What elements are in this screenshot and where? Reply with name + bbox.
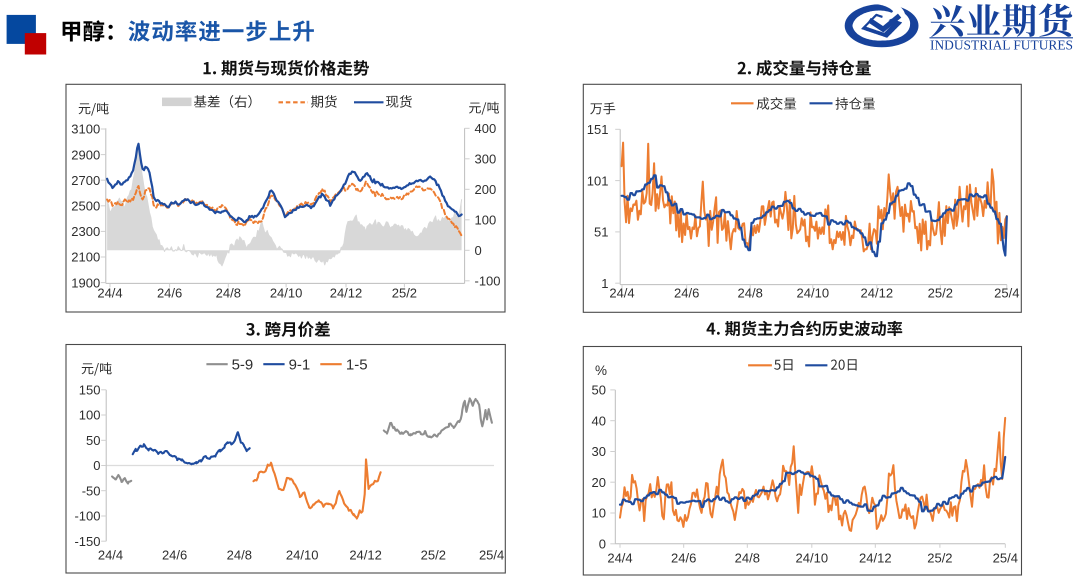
svg-text:151: 151 <box>587 122 609 137</box>
svg-text:24/6: 24/6 <box>157 286 182 301</box>
svg-text:24/12: 24/12 <box>330 286 363 301</box>
svg-text:24/10: 24/10 <box>270 286 303 301</box>
svg-text:40: 40 <box>592 413 606 428</box>
svg-text:25/4: 25/4 <box>993 550 1018 565</box>
svg-text:9-1: 9-1 <box>289 356 311 373</box>
svg-text:25/2: 25/2 <box>927 550 952 565</box>
svg-text:24/4: 24/4 <box>97 286 122 301</box>
svg-text:1900: 1900 <box>71 275 100 290</box>
svg-text:50: 50 <box>592 383 606 398</box>
svg-text:24/4: 24/4 <box>98 548 123 563</box>
svg-text:24/6: 24/6 <box>674 286 699 301</box>
svg-text:2700: 2700 <box>71 173 100 188</box>
svg-text:-100: -100 <box>475 274 501 289</box>
svg-text:10: 10 <box>592 506 606 521</box>
svg-text:50: 50 <box>86 433 100 448</box>
svg-text:2300: 2300 <box>71 224 100 239</box>
svg-text:24/4: 24/4 <box>609 286 634 301</box>
svg-text:25/2: 25/2 <box>421 548 446 563</box>
svg-text:24/8: 24/8 <box>738 286 763 301</box>
svg-text:51: 51 <box>594 225 608 240</box>
svg-text:24/8: 24/8 <box>227 548 252 563</box>
svg-text:300: 300 <box>475 152 497 167</box>
svg-text:1-5: 1-5 <box>346 356 368 373</box>
svg-text:2100: 2100 <box>71 250 100 265</box>
svg-text:25/4: 25/4 <box>994 286 1019 301</box>
svg-text:24/6: 24/6 <box>671 550 696 565</box>
svg-text:5-9: 5-9 <box>232 356 254 373</box>
svg-text:24/12: 24/12 <box>349 548 382 563</box>
svg-text:%: % <box>595 363 607 378</box>
svg-text:24/12: 24/12 <box>859 550 892 565</box>
svg-text:25/2: 25/2 <box>392 286 417 301</box>
svg-text:2500: 2500 <box>71 199 100 214</box>
svg-text:INDUSTRIAL FUTURES: INDUSTRIAL FUTURES <box>930 38 1073 53</box>
svg-text:-100: -100 <box>74 509 100 524</box>
svg-text:100: 100 <box>79 408 101 423</box>
svg-text:24/6: 24/6 <box>162 548 187 563</box>
svg-text:25/4: 25/4 <box>479 548 504 563</box>
svg-text:2900: 2900 <box>71 147 100 162</box>
svg-text:24/4: 24/4 <box>607 550 632 565</box>
svg-text:0: 0 <box>475 243 482 258</box>
svg-text:150: 150 <box>79 383 101 398</box>
svg-text:3100: 3100 <box>71 122 100 137</box>
svg-text:24/10: 24/10 <box>286 548 319 563</box>
svg-text:24/8: 24/8 <box>735 550 760 565</box>
svg-text:-150: -150 <box>74 534 100 549</box>
svg-text:0: 0 <box>599 537 606 552</box>
svg-text:24/10: 24/10 <box>796 550 829 565</box>
svg-text:200: 200 <box>475 182 497 197</box>
svg-text:30: 30 <box>592 444 606 459</box>
svg-text:0: 0 <box>93 458 100 473</box>
svg-text:400: 400 <box>475 121 497 136</box>
svg-text:-50: -50 <box>82 483 101 498</box>
svg-text:101: 101 <box>587 173 609 188</box>
svg-text:1: 1 <box>601 276 608 291</box>
svg-text:24/10: 24/10 <box>797 286 830 301</box>
svg-text:20: 20 <box>592 475 606 490</box>
svg-text:24/12: 24/12 <box>861 286 894 301</box>
svg-text:24/8: 24/8 <box>216 286 241 301</box>
svg-text:25/2: 25/2 <box>928 286 953 301</box>
svg-text:100: 100 <box>475 213 497 228</box>
